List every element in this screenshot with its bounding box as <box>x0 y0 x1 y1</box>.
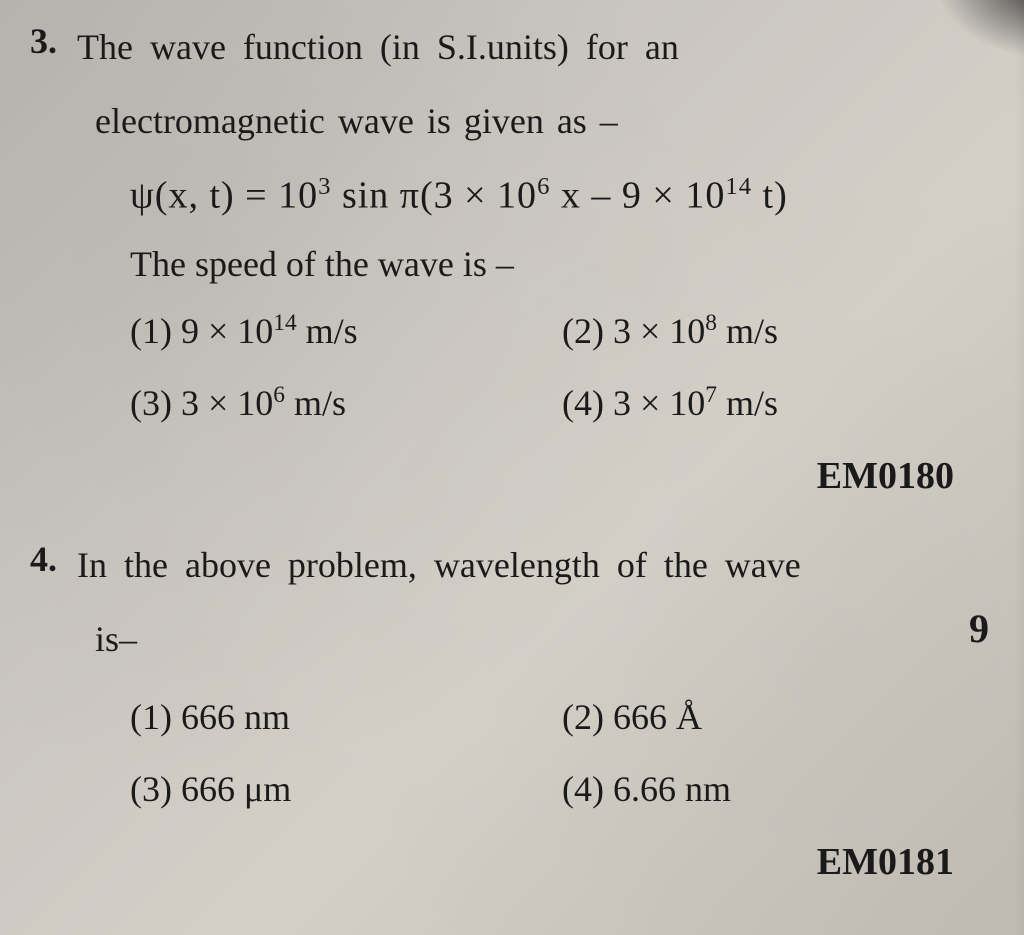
option-3: (3) 3 × 106 m/s <box>130 382 562 424</box>
option-row: (3) 666 μm (4) 6.66 nm <box>130 768 994 810</box>
question-4-text-line2: is– <box>95 612 994 666</box>
formula-psi: ψ <box>130 175 155 217</box>
question-4-text-line1: In the above problem, wavelength of the … <box>77 538 801 592</box>
question-4-number: 4. <box>30 538 57 580</box>
side-page-marker: 9 <box>969 605 989 652</box>
opt1-prefix: (1) 9 × 10 <box>130 311 273 351</box>
opt4-unit: m/s <box>717 383 778 423</box>
question-4-options: (1) 666 nm (2) 666 Å (3) 666 μm (4) 6.66… <box>130 696 994 810</box>
opt1-exp: 14 <box>273 310 296 336</box>
formula-args: (x, t) = 10 <box>155 175 318 217</box>
question-3-number: 3. <box>30 20 57 62</box>
option-1: (1) 666 nm <box>130 696 562 738</box>
question-3: 3. The wave function (in S.I.units) for … <box>30 20 994 498</box>
question-3-subtext: The speed of the wave is – <box>130 243 994 285</box>
formula-sin: sin π(3 × 10 <box>331 175 537 217</box>
option-4: (4) 6.66 nm <box>562 768 994 810</box>
option-2: (2) 3 × 108 m/s <box>562 310 994 352</box>
opt3-exp: 6 <box>273 382 285 408</box>
formula-exp3: 14 <box>725 173 752 200</box>
opt2-prefix: (2) 3 × 10 <box>562 311 705 351</box>
question-3-code: EM0180 <box>30 454 954 498</box>
option-row: (3) 3 × 106 m/s (4) 3 × 107 m/s <box>130 382 994 424</box>
question-3-text-line1: The wave function (in S.I.units) for an <box>77 20 679 74</box>
formula-exp1: 3 <box>318 173 331 200</box>
question-3-header: 3. The wave function (in S.I.units) for … <box>30 20 994 74</box>
formula-exp2: 6 <box>537 173 550 200</box>
question-4-header: 4. In the above problem, wavelength of t… <box>30 538 994 592</box>
formula-end: t) <box>752 175 788 217</box>
question-3-formula: ψ(x, t) = 103 sin π(3 × 106 x – 9 × 1014… <box>130 173 994 218</box>
option-row: (1) 666 nm (2) 666 Å <box>130 696 994 738</box>
opt4-prefix: (4) 3 × 10 <box>562 383 705 423</box>
opt4-exp: 7 <box>705 382 717 408</box>
formula-mid: x – 9 × 10 <box>550 175 725 217</box>
option-3: (3) 666 μm <box>130 768 562 810</box>
page-right-shadow <box>1014 0 1024 935</box>
opt1-unit: m/s <box>297 311 358 351</box>
opt3-unit: m/s <box>285 383 346 423</box>
question-4: 4. In the above problem, wavelength of t… <box>30 538 994 884</box>
opt2-exp: 8 <box>705 310 717 336</box>
question-3-text-line2: electromagnetic wave is given as – <box>95 94 994 148</box>
question-3-options: (1) 9 × 1014 m/s (2) 3 × 108 m/s (3) 3 ×… <box>130 310 994 424</box>
option-2: (2) 666 Å <box>562 696 994 738</box>
page-content: 3. The wave function (in S.I.units) for … <box>30 20 994 915</box>
option-4: (4) 3 × 107 m/s <box>562 382 994 424</box>
opt3-prefix: (3) 3 × 10 <box>130 383 273 423</box>
option-1: (1) 9 × 1014 m/s <box>130 310 562 352</box>
option-row: (1) 9 × 1014 m/s (2) 3 × 108 m/s <box>130 310 994 352</box>
question-4-code: EM0181 <box>30 840 954 884</box>
opt2-unit: m/s <box>717 311 778 351</box>
